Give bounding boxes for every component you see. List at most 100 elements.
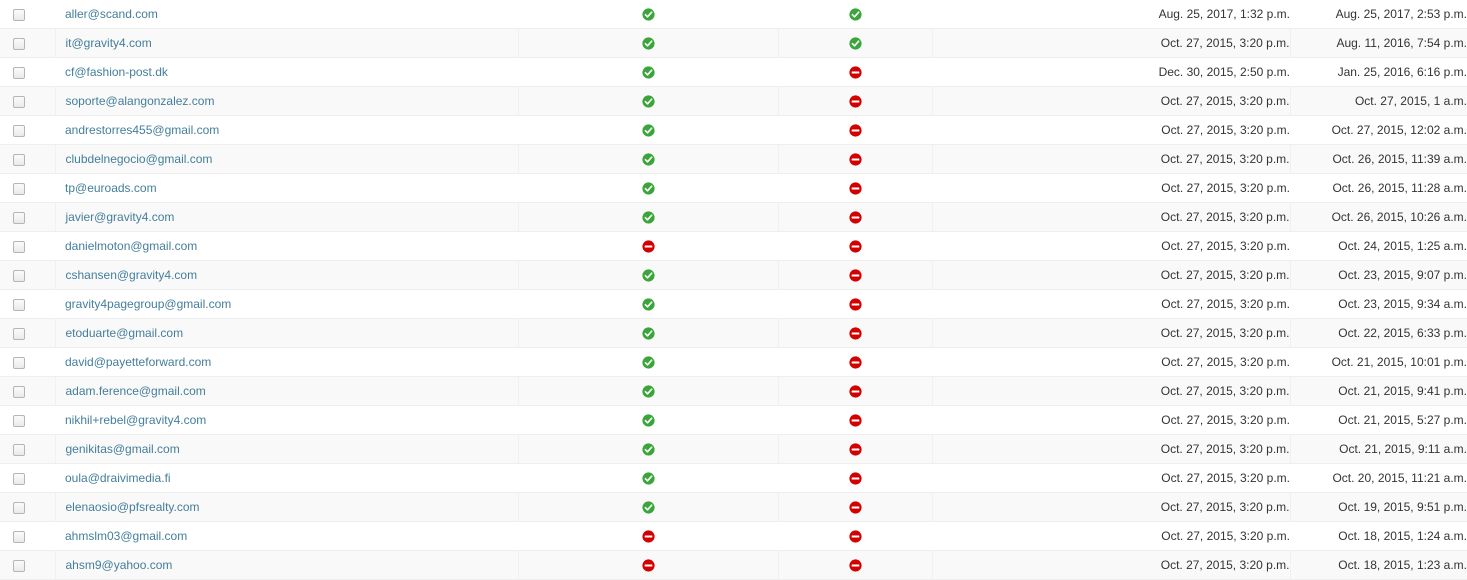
table-row[interactable]: danielmoton@gmail.com Oct. 27, 2015, 3:20…: [0, 231, 1467, 261]
row-select-checkbox[interactable]: [13, 443, 25, 456]
status-cell-1: [517, 86, 778, 116]
table-row[interactable]: nikhil+rebel@gravity4.com Oct. 27, 2015, …: [0, 405, 1467, 435]
row-select-checkbox[interactable]: [13, 414, 25, 427]
row-select-checkbox[interactable]: [13, 356, 25, 369]
row-select-checkbox[interactable]: [13, 124, 25, 137]
row-select-checkbox[interactable]: [13, 8, 25, 21]
row-select-checkbox[interactable]: [13, 153, 25, 166]
table-row[interactable]: ahmslm03@gmail.com Oct. 27, 2015, 3:20 p.…: [0, 521, 1467, 551]
row-select-cell[interactable]: [0, 86, 55, 116]
date-cell-1: Dec. 30, 2015, 2:50 p.m.: [932, 57, 1290, 87]
row-select-cell[interactable]: [0, 260, 55, 290]
table-row[interactable]: elenaosio@pfsrealty.com Oct. 27, 2015, 3:…: [0, 492, 1467, 522]
email-cell: clubdelnegocio@gmail.com: [54, 144, 518, 174]
status-cell-1: [518, 173, 778, 203]
row-select-cell[interactable]: [0, 289, 55, 319]
row-select-cell[interactable]: [0, 144, 55, 174]
status-cell-1: [517, 492, 778, 522]
row-select-cell[interactable]: [0, 202, 55, 232]
table-row[interactable]: oula@draivimedia.fi Oct. 27, 2015, 3:20 p…: [0, 463, 1467, 493]
email-link[interactable]: cf@fashion-post.dk: [65, 65, 168, 79]
row-select-checkbox[interactable]: [13, 501, 25, 514]
table-row[interactable]: david@payetteforward.com Oct. 27, 2015, 3…: [0, 347, 1467, 377]
email-link[interactable]: javier@gravity4.com: [65, 210, 175, 224]
row-select-cell[interactable]: [0, 318, 55, 348]
email-link[interactable]: tp@euroads.com: [65, 181, 157, 195]
table-row[interactable]: gravity4pagegroup@gmail.com Oct. 27, 2015…: [0, 289, 1467, 319]
table-row[interactable]: andrestorres455@gmail.com Oct. 27, 2015, …: [0, 115, 1467, 145]
email-link[interactable]: adam.ference@gmail.com: [65, 384, 206, 398]
row-select-checkbox[interactable]: [13, 240, 25, 253]
table-row[interactable]: etoduarte@gmail.com Oct. 27, 2015, 3:20 p…: [0, 318, 1467, 348]
table-row[interactable]: cf@fashion-post.dk Dec. 30, 2015, 2:50 p.…: [0, 57, 1467, 87]
check-circle-icon: [641, 414, 655, 427]
status-cell-2: [778, 231, 932, 261]
row-select-checkbox[interactable]: [13, 211, 25, 224]
deny-circle-icon: [848, 414, 862, 427]
row-select-checkbox[interactable]: [13, 95, 25, 108]
row-select-cell[interactable]: [0, 376, 55, 406]
row-select-cell[interactable]: [0, 405, 55, 435]
row-select-cell[interactable]: [0, 231, 55, 261]
status-cell-2: [778, 289, 932, 319]
email-link[interactable]: cshansen@gravity4.com: [65, 268, 198, 282]
email-link[interactable]: andrestorres455@gmail.com: [65, 123, 220, 137]
deny-circle-icon: [848, 95, 862, 108]
email-link[interactable]: ahmslm03@gmail.com: [65, 529, 188, 543]
row-select-checkbox-wrap: [0, 58, 55, 86]
row-select-checkbox-wrap: [0, 261, 55, 289]
email-link[interactable]: genikitas@gmail.com: [65, 442, 180, 456]
table-row[interactable]: tp@euroads.com Oct. 27, 2015, 3:20 p.m. Oc…: [0, 173, 1467, 203]
row-select-checkbox[interactable]: [13, 327, 25, 340]
row-select-checkbox[interactable]: [13, 66, 25, 79]
row-select-cell[interactable]: [0, 521, 55, 551]
row-select-cell[interactable]: [0, 57, 55, 87]
date-cell-2: Aug. 25, 2017, 2:53 p.m.: [1290, 0, 1467, 29]
email-link[interactable]: gravity4pagegroup@gmail.com: [65, 297, 232, 311]
table-row[interactable]: cshansen@gravity4.com Oct. 27, 2015, 3:20…: [0, 260, 1467, 290]
email-link[interactable]: ahsm9@yahoo.com: [65, 558, 173, 572]
date-cell-1: Oct. 27, 2015, 3:20 p.m.: [931, 28, 1290, 58]
row-select-checkbox[interactable]: [13, 530, 25, 543]
row-select-cell[interactable]: [0, 492, 55, 522]
status-cell-1: [518, 115, 778, 145]
deny-circle-icon: [848, 66, 862, 79]
table-row[interactable]: genikitas@gmail.com Oct. 27, 2015, 3:20 p…: [0, 434, 1467, 464]
row-select-checkbox[interactable]: [13, 559, 25, 572]
email-link[interactable]: david@payetteforward.com: [65, 355, 212, 369]
row-select-checkbox[interactable]: [13, 37, 25, 50]
table-row[interactable]: ahsm9@yahoo.com Oct. 27, 2015, 3:20 p.m. O…: [0, 550, 1467, 580]
table-row[interactable]: clubdelnegocio@gmail.com Oct. 27, 2015, 3…: [0, 144, 1467, 174]
email-link[interactable]: soporte@alangonzalez.com: [65, 94, 215, 108]
email-link[interactable]: aller@scand.com: [65, 7, 158, 21]
row-select-cell[interactable]: [0, 550, 55, 580]
table-row[interactable]: it@gravity4.com Oct. 27, 2015, 3:20 p.m. A…: [0, 28, 1467, 58]
row-select-cell[interactable]: [0, 463, 55, 493]
email-link[interactable]: etoduarte@gmail.com: [65, 326, 184, 340]
row-select-cell[interactable]: [0, 0, 55, 29]
email-link[interactable]: elenaosio@pfsrealty.com: [65, 500, 200, 514]
row-select-cell[interactable]: [0, 173, 55, 203]
date-cell-2: Oct. 18, 2015, 1:24 a.m.: [1290, 521, 1467, 551]
row-select-cell[interactable]: [0, 28, 55, 58]
row-select-cell[interactable]: [0, 115, 55, 145]
row-select-checkbox[interactable]: [13, 298, 25, 311]
date-cell-2: Oct. 18, 2015, 1:23 a.m.: [1289, 550, 1467, 580]
table-row[interactable]: adam.ference@gmail.com Oct. 27, 2015, 3:2…: [0, 376, 1467, 406]
row-select-cell[interactable]: [0, 347, 55, 377]
row-select-checkbox[interactable]: [13, 472, 25, 485]
row-select-checkbox[interactable]: [13, 385, 25, 398]
row-select-cell[interactable]: [0, 434, 55, 464]
email-link[interactable]: it@gravity4.com: [65, 36, 152, 50]
email-link[interactable]: danielmoton@gmail.com: [65, 239, 198, 253]
table-row[interactable]: javier@gravity4.com Oct. 27, 2015, 3:20 p…: [0, 202, 1467, 232]
table-row[interactable]: soporte@alangonzalez.com Oct. 27, 2015, 3…: [0, 86, 1467, 116]
row-select-checkbox[interactable]: [13, 182, 25, 195]
deny-circle-icon: [641, 559, 655, 572]
row-select-checkbox[interactable]: [13, 269, 25, 282]
table-row[interactable]: aller@scand.com Aug. 25, 2017, 1:32 p.m. A…: [0, 0, 1467, 29]
email-link[interactable]: oula@draivimedia.fi: [65, 471, 171, 485]
email-link[interactable]: clubdelnegocio@gmail.com: [65, 152, 213, 166]
email-link[interactable]: nikhil+rebel@gravity4.com: [65, 413, 207, 427]
date-cell-1: Oct. 27, 2015, 3:20 p.m.: [931, 318, 1290, 348]
